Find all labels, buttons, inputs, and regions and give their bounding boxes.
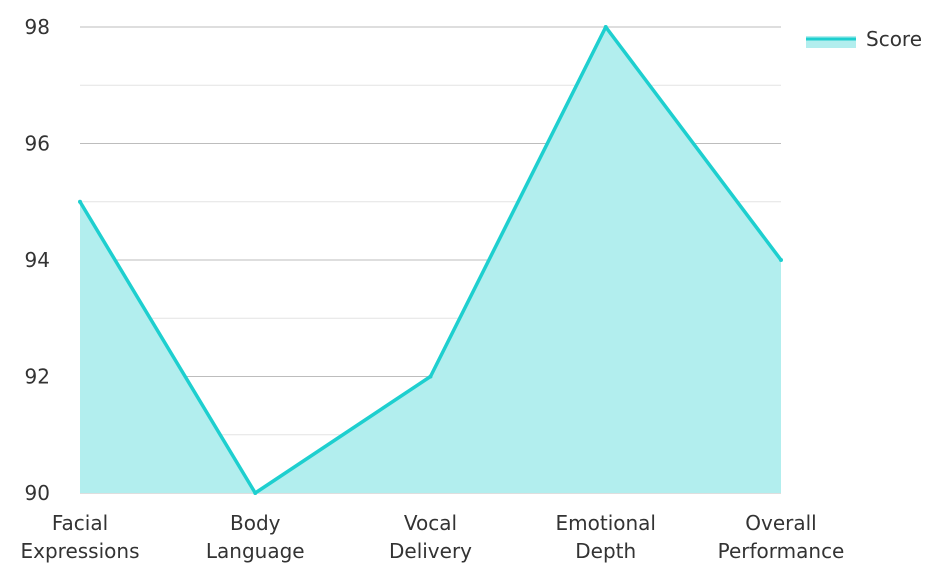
x-axis: Facial Expressions Body Language Vocal Delive… [21, 511, 845, 563]
y-axis: 90 92 94 96 98 [25, 15, 50, 505]
data-point[interactable] [603, 25, 608, 29]
data-point[interactable] [78, 199, 82, 204]
series-area [80, 27, 781, 493]
series-line [78, 25, 783, 495]
y-tick-label: 92 [25, 365, 50, 389]
x-tick-label: Body Language [206, 511, 305, 563]
data-point[interactable] [253, 491, 258, 495]
x-tick-label: Vocal Delivery [389, 511, 472, 563]
data-point[interactable] [779, 258, 783, 262]
x-tick-label: Overall Performance [718, 511, 845, 563]
y-tick-label: 90 [25, 481, 50, 505]
legend: Score [806, 27, 922, 51]
legend-label: Score [866, 27, 922, 51]
series-area-fill [80, 27, 781, 493]
x-tick-label: Emotional Depth [556, 511, 656, 563]
y-tick-label: 94 [25, 248, 50, 272]
x-tick-label: Facial Expressions [21, 511, 140, 563]
y-tick-label: 96 [25, 132, 50, 156]
y-tick-label: 98 [25, 15, 50, 39]
data-point[interactable] [428, 374, 433, 379]
